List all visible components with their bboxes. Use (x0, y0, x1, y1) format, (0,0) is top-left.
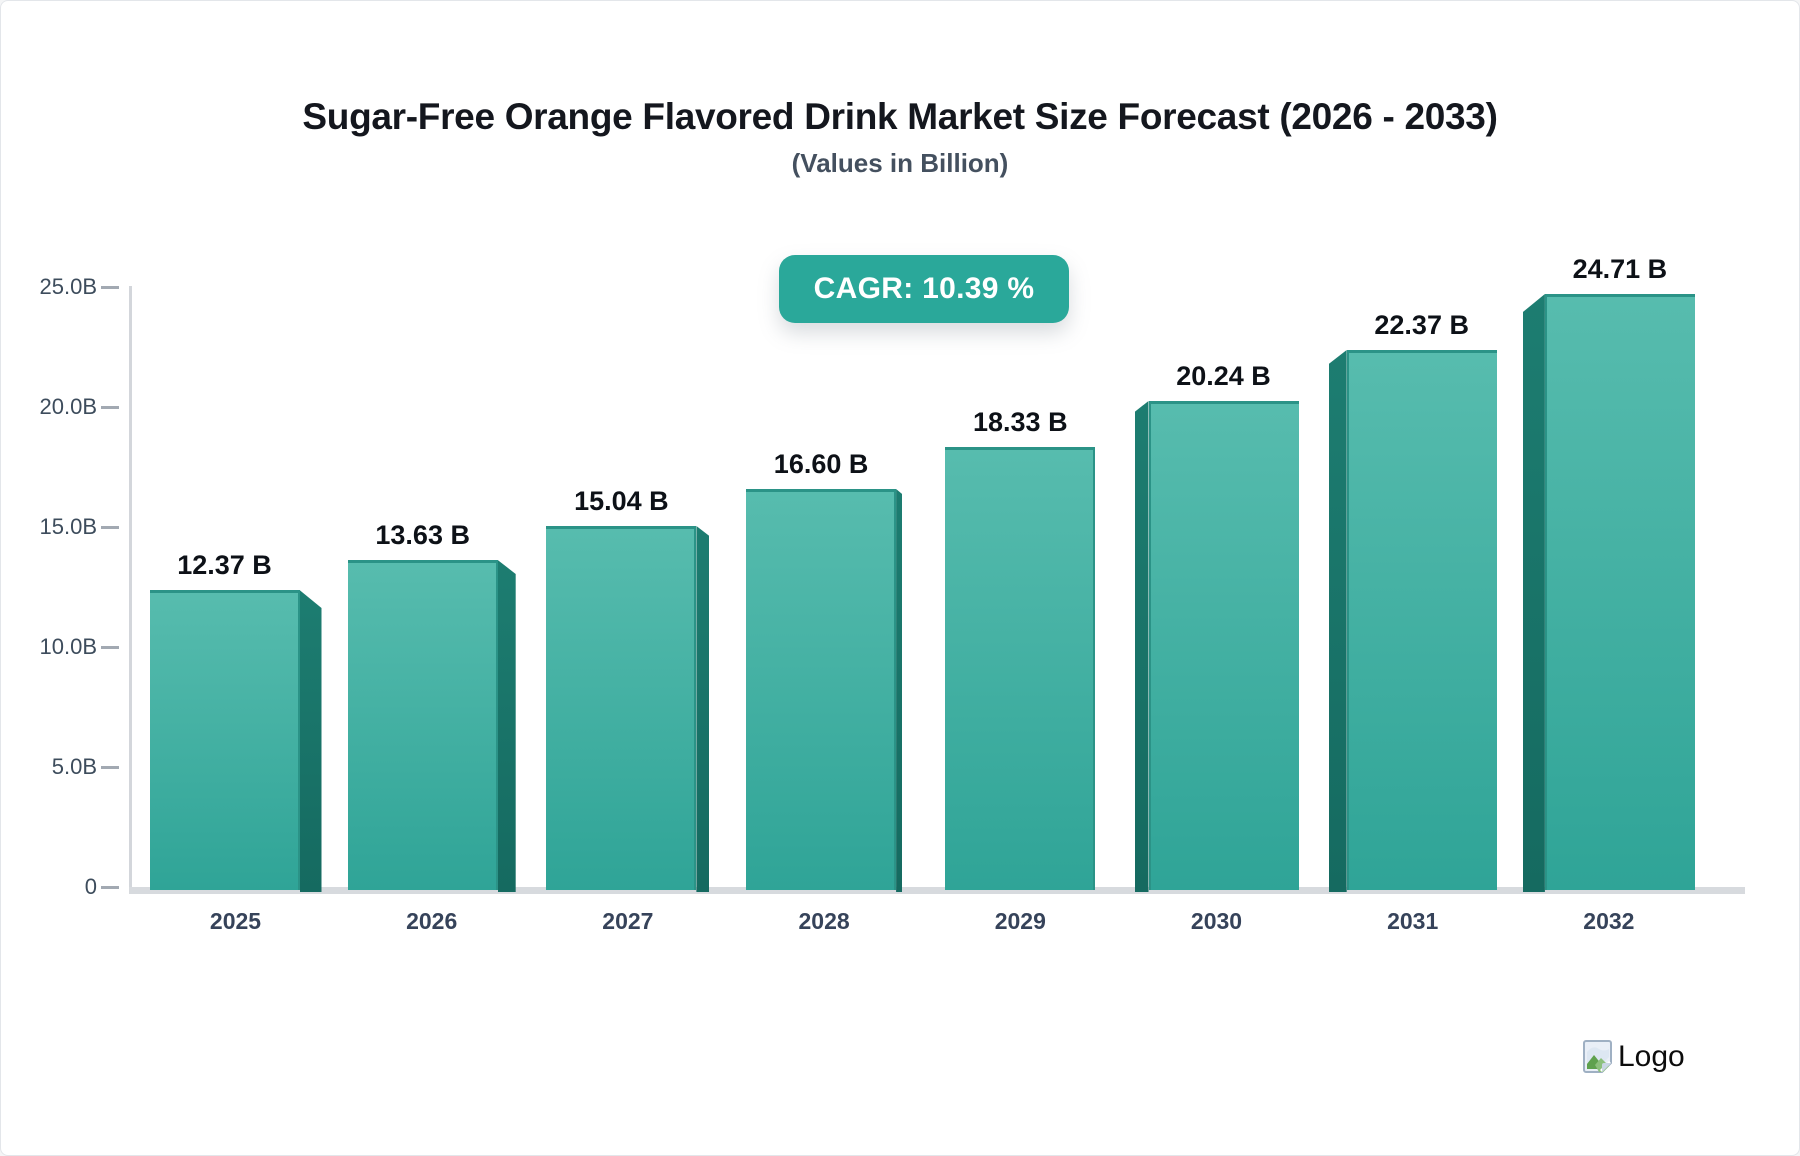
logo-alt-text: Logo (1618, 1040, 1685, 1073)
bar (746, 489, 897, 890)
x-axis-line (129, 887, 1745, 894)
bar-3d-side (299, 590, 322, 892)
cagr-badge: CAGR: 10.39 % (779, 255, 1069, 323)
x-axis-category-label: 2027 (602, 908, 654, 934)
x-axis-category-label: 2028 (798, 908, 850, 934)
y-axis-tick-mark (101, 286, 119, 289)
bar (1148, 401, 1299, 890)
bar (1346, 350, 1497, 890)
bar-3d-side (1328, 350, 1347, 892)
bar-value-label: 20.24 B (1176, 361, 1271, 391)
y-axis-tick-mark (101, 406, 119, 409)
bar-value-label: 15.04 B (574, 486, 669, 516)
x-axis-category-label: 2031 (1387, 908, 1439, 934)
bar-3d-side (896, 489, 903, 892)
bar-3d-side (1134, 401, 1149, 892)
chart-subtitle: (Values in Billion) (791, 148, 1009, 178)
bar-3d-side (1522, 294, 1545, 892)
bar (1544, 294, 1695, 890)
bar-value-label: 24.71 B (1572, 254, 1668, 284)
bar-3d-side (696, 526, 710, 892)
bar (945, 447, 1096, 890)
bar-value-label: 12.37 B (177, 550, 272, 580)
bar (347, 560, 498, 890)
bar (149, 590, 300, 890)
y-axis-tick-mark (101, 646, 119, 649)
bar-value-label: 13.63 B (375, 520, 470, 550)
y-axis-tick-label: 25.0B (39, 274, 98, 299)
y-axis-tick-mark (101, 766, 119, 769)
y-axis-tick-label: 5.0B (51, 754, 97, 779)
cagr-label: CAGR: 10.39 % (813, 272, 1035, 305)
y-axis-tick-label: 15.0B (39, 514, 98, 539)
logo: Logo (1581, 1037, 1685, 1077)
bar-value-label: 22.37 B (1374, 310, 1469, 340)
y-axis-tick-label: 10.0B (39, 634, 98, 659)
bar-value-label: 16.60 B (773, 449, 869, 479)
bar-3d-side (497, 560, 516, 892)
x-axis-category-label: 2030 (1190, 908, 1243, 934)
y-axis-tick-mark (101, 886, 119, 889)
y-axis-tick-label: 0 (84, 874, 97, 899)
bar (546, 526, 697, 890)
broken-image-icon (1583, 1040, 1612, 1073)
x-axis-category-label: 2025 (209, 908, 262, 934)
y-axis-tick-mark (101, 526, 119, 529)
x-axis-category-label: 2026 (406, 908, 458, 934)
x-axis-category-label: 2029 (994, 908, 1046, 934)
y-axis-tick-label: 20.0B (39, 394, 98, 419)
y-axis-line (129, 286, 132, 891)
x-axis-category-label: 2032 (1583, 908, 1635, 934)
bar-value-label: 18.33 B (973, 407, 1068, 437)
chart-title: Sugar-Free Orange Flavored Drink Market … (302, 96, 1498, 137)
